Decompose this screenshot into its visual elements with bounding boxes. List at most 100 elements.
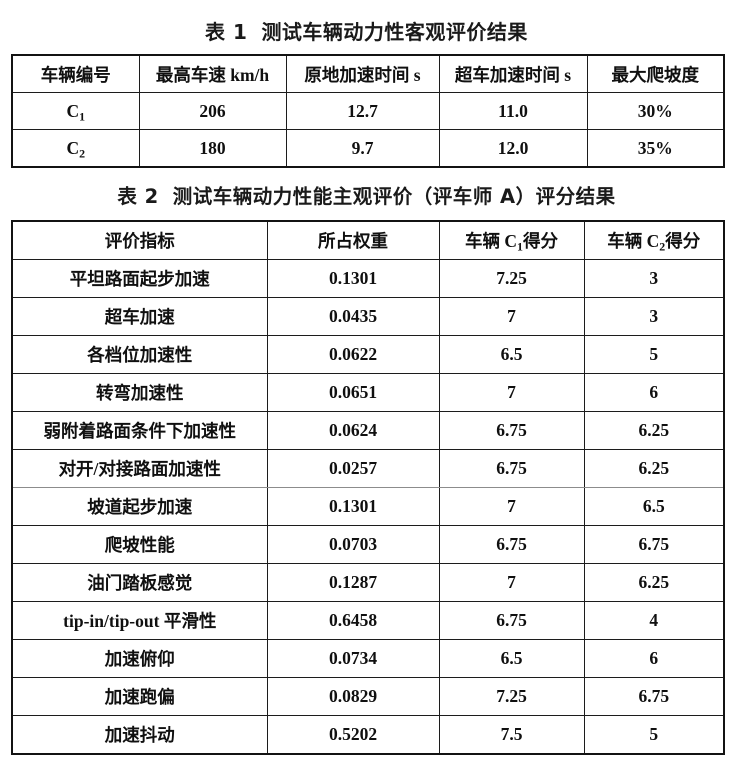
- cell-metric: 转弯加速性: [11, 373, 268, 412]
- cell-score-c1: 6.75: [438, 449, 585, 488]
- cell-overtake-accel-time: 11.0: [438, 92, 588, 130]
- table-row: C2 180 9.7 12.0 35%: [11, 129, 725, 168]
- table-1-head: 车辆编号 最高车速 km/h 原地加速时间 s 超车加速时间 s 最大爬坡度: [11, 54, 725, 93]
- table-1-col-vehicle-id: 车辆编号: [11, 54, 140, 93]
- table-row: 弱附着路面条件下加速性 0.0624 6.75 6.25: [11, 411, 725, 450]
- cell-metric: 爬坡性能: [11, 525, 268, 564]
- table-row: 油门踏板感觉 0.1287 7 6.25: [11, 563, 725, 602]
- cell-weight: 0.0622: [266, 335, 440, 374]
- cell-score-c1: 6.75: [438, 525, 585, 564]
- score-c1-suffix: 得分: [522, 231, 558, 251]
- cell-score-c1: 7.25: [438, 259, 585, 298]
- table-2-header-row: 评价指标 所占权重 车辆 C1得分 车辆 C2得分: [11, 220, 725, 260]
- cell-metric: 弱附着路面条件下加速性: [11, 411, 268, 450]
- cell-metric: 加速抖动: [11, 715, 268, 755]
- cell-score-c2: 6: [583, 373, 725, 412]
- table-2-col-score-c2: 车辆 C2得分: [583, 220, 725, 260]
- cell-weight: 0.1301: [266, 487, 440, 526]
- cell-metric: 坡道起步加速: [11, 487, 268, 526]
- vehicle-id-subscript: 2: [79, 145, 86, 160]
- cell-score-c2: 4: [583, 601, 725, 640]
- cell-metric: 对开/对接路面加速性: [11, 449, 268, 488]
- cell-max-gradeability: 35%: [586, 129, 725, 168]
- cell-metric: tip-in/tip-out 平滑性: [11, 601, 268, 640]
- cell-score-c2: 6.75: [583, 525, 725, 564]
- cell-weight: 0.5202: [266, 715, 440, 755]
- cell-metric: 油门踏板感觉: [11, 563, 268, 602]
- cell-score-c1: 7.5: [438, 715, 585, 755]
- cell-standing-accel-time: 9.7: [285, 129, 440, 168]
- table-2-body: 平坦路面起步加速 0.1301 7.25 3 超车加速 0.0435 7 3 各档位加速性 0.0…: [11, 259, 725, 755]
- table-1-caption: 表 1 测试车辆动力性客观评价结果: [0, 0, 733, 44]
- table-1-body: C1 206 12.7 11.0 30% C2 180 9.7 12.0 35%: [11, 92, 725, 168]
- cell-vehicle-id: C1: [11, 92, 140, 130]
- cell-vehicle-id: C2: [11, 129, 140, 168]
- cell-metric: 平坦路面起步加速: [11, 259, 268, 298]
- cell-metric: 超车加速: [11, 297, 268, 336]
- score-c2-prefix: 车辆 C: [607, 231, 660, 251]
- table-2-caption-number: 表 2: [117, 185, 159, 208]
- table-1-col-overtake-accel: 超车加速时间 s: [438, 54, 588, 93]
- cell-score-c1: 7: [438, 563, 585, 602]
- score-c2-suffix: 得分: [665, 231, 701, 251]
- vehicle-id-base: C: [66, 100, 80, 121]
- cell-max-speed: 180: [138, 129, 287, 168]
- table-row: 平坦路面起步加速 0.1301 7.25 3: [11, 259, 725, 298]
- table-1-col-max-speed: 最高车速 km/h: [138, 54, 287, 93]
- table-row: 加速抖动 0.5202 7.5 5: [11, 715, 725, 755]
- table-2-caption-text: 测试车辆动力性能主观评价（评车师 A）评分结果: [172, 185, 616, 208]
- cell-weight: 0.0435: [266, 297, 440, 336]
- table-1-col-gradeability: 最大爬坡度: [586, 54, 725, 93]
- cell-score-c2: 6.5: [583, 487, 725, 526]
- table-row: 各档位加速性 0.0622 6.5 5: [11, 335, 725, 374]
- cell-score-c1: 6.5: [438, 335, 585, 374]
- cell-score-c2: 6.25: [583, 449, 725, 488]
- cell-score-c1: 7.25: [438, 677, 585, 716]
- table-row: 坡道起步加速 0.1301 7 6.5: [11, 487, 725, 526]
- cell-overtake-accel-time: 12.0: [438, 129, 588, 168]
- table-2-col-weight: 所占权重: [266, 220, 440, 260]
- table-2-caption: 表 2 测试车辆动力性能主观评价（评车师 A）评分结果: [0, 168, 733, 209]
- cell-score-c2: 5: [583, 335, 725, 374]
- score-c1-subscript: 1: [517, 239, 523, 254]
- cell-score-c1: 6.75: [438, 411, 585, 450]
- cell-weight: 0.0624: [266, 411, 440, 450]
- cell-score-c2: 5: [583, 715, 725, 755]
- table-row: 爬坡性能 0.0703 6.75 6.75: [11, 525, 725, 564]
- table-row: 对开/对接路面加速性 0.0257 6.75 6.25: [11, 449, 725, 488]
- table-2-col-score-c1: 车辆 C1得分: [438, 220, 585, 260]
- cell-weight: 0.0651: [266, 373, 440, 412]
- cell-max-gradeability: 30%: [586, 92, 725, 130]
- table-1-caption-number: 表 1: [205, 20, 248, 44]
- table-1-caption-text: 测试车辆动力性客观评价结果: [261, 20, 528, 44]
- cell-score-c1: 7: [438, 297, 585, 336]
- vehicle-id-subscript: 1: [79, 108, 86, 123]
- cell-weight: 0.0257: [266, 449, 440, 488]
- cell-score-c2: 6: [583, 639, 725, 678]
- vehicle-id-base: C: [66, 137, 80, 158]
- cell-weight: 0.0829: [266, 677, 440, 716]
- cell-standing-accel-time: 12.7: [285, 92, 440, 130]
- table-2-col-metric: 评价指标: [11, 220, 268, 260]
- cell-metric: 加速跑偏: [11, 677, 268, 716]
- cell-score-c2: 6.75: [583, 677, 725, 716]
- table-row: C1 206 12.7 11.0 30%: [11, 92, 725, 130]
- subjective-evaluation-table: 评价指标 所占权重 车辆 C1得分 车辆 C2得分 平坦路面起步加速 0.1301…: [11, 220, 725, 755]
- table-2-container: 评价指标 所占权重 车辆 C1得分 车辆 C2得分 平坦路面起步加速 0.1301…: [0, 209, 733, 755]
- cell-weight: 0.0734: [266, 639, 440, 678]
- table-row: tip-in/tip-out 平滑性 0.6458 6.75 4: [11, 601, 725, 640]
- cell-metric: 加速俯仰: [11, 639, 268, 678]
- score-c1-prefix: 车辆 C: [465, 231, 518, 251]
- table-row: 加速跑偏 0.0829 7.25 6.75: [11, 677, 725, 716]
- table-1-col-standing-accel: 原地加速时间 s: [285, 54, 440, 93]
- cell-weight: 0.1287: [266, 563, 440, 602]
- table-row: 加速俯仰 0.0734 6.5 6: [11, 639, 725, 678]
- cell-score-c2: 3: [583, 297, 725, 336]
- score-c2-subscript: 2: [659, 239, 666, 254]
- cell-metric: 各档位加速性: [11, 335, 268, 374]
- cell-score-c1: 6.5: [438, 639, 585, 678]
- cell-score-c1: 7: [438, 373, 585, 412]
- table-1-container: 车辆编号 最高车速 km/h 原地加速时间 s 超车加速时间 s 最大爬坡度 C…: [0, 44, 733, 168]
- cell-weight: 0.6458: [266, 601, 440, 640]
